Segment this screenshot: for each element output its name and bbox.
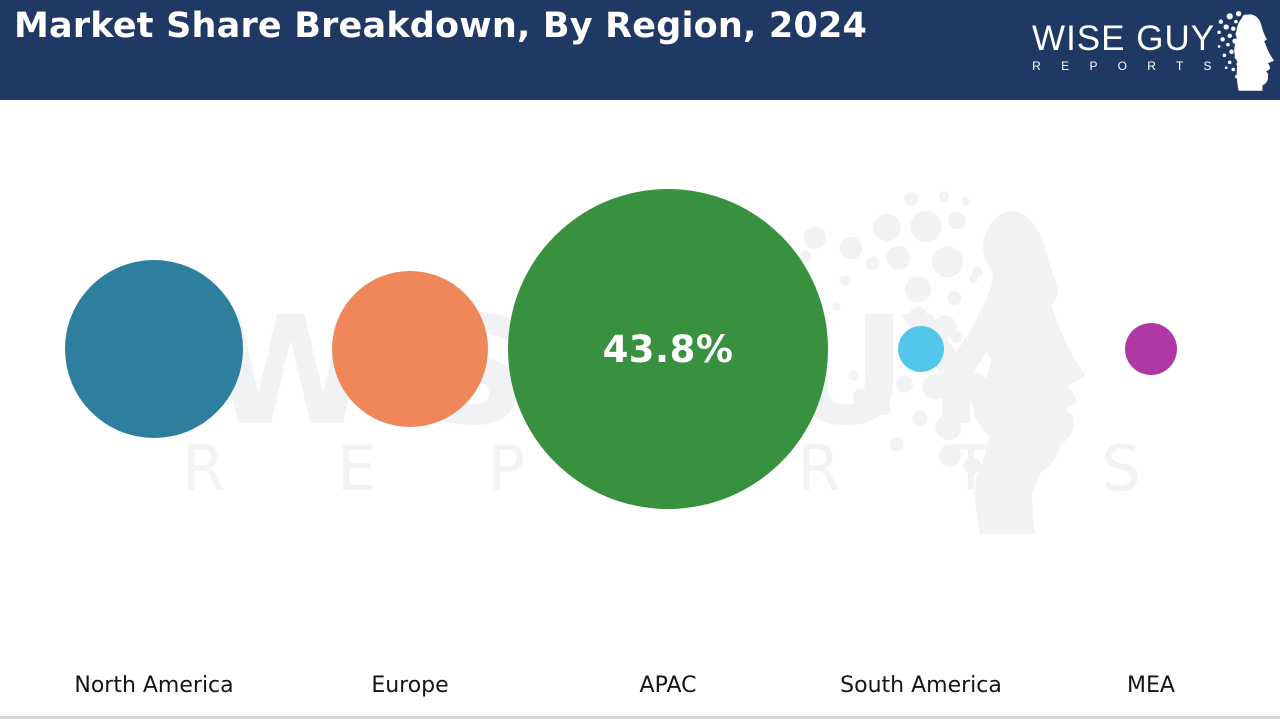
header-bar: Market Share Breakdown, By Region, 2024 … (0, 0, 1280, 100)
dotted-head-profile-icon (1217, 11, 1274, 91)
page-title: Market Share Breakdown, By Region, 2024 (14, 6, 868, 46)
category-label-north-america: North America (74, 673, 234, 698)
bubble-south-america[interactable] (898, 326, 944, 372)
category-label-apac: APAC (639, 673, 697, 698)
brand-logo: WISE GUY R E P O R T S (1027, 0, 1274, 100)
bubble-value-label: 43.8% (602, 327, 734, 371)
dotted-head-profile-watermark (799, 191, 1086, 534)
brand-subtitle: R E P O R T S (1032, 58, 1220, 73)
category-label-mea: MEA (1127, 673, 1175, 698)
watermark-face-profile (971, 211, 1086, 534)
bubble-apac[interactable]: 43.8% (508, 189, 828, 509)
category-label-south-america: South America (840, 673, 1002, 698)
bubble-north-america[interactable] (65, 260, 243, 438)
bubble-chart: WISE GUY R E P O R T S 43.8% North Ameri… (0, 100, 1280, 720)
brand-logo-text: WISE GUY R E P O R T S (1027, 19, 1220, 73)
brand-name: WISE GUY (1032, 19, 1216, 59)
category-label-europe: Europe (371, 673, 449, 698)
bubble-mea[interactable] (1125, 323, 1177, 375)
bottom-divider (0, 716, 1280, 719)
bubble-europe[interactable] (332, 271, 488, 427)
